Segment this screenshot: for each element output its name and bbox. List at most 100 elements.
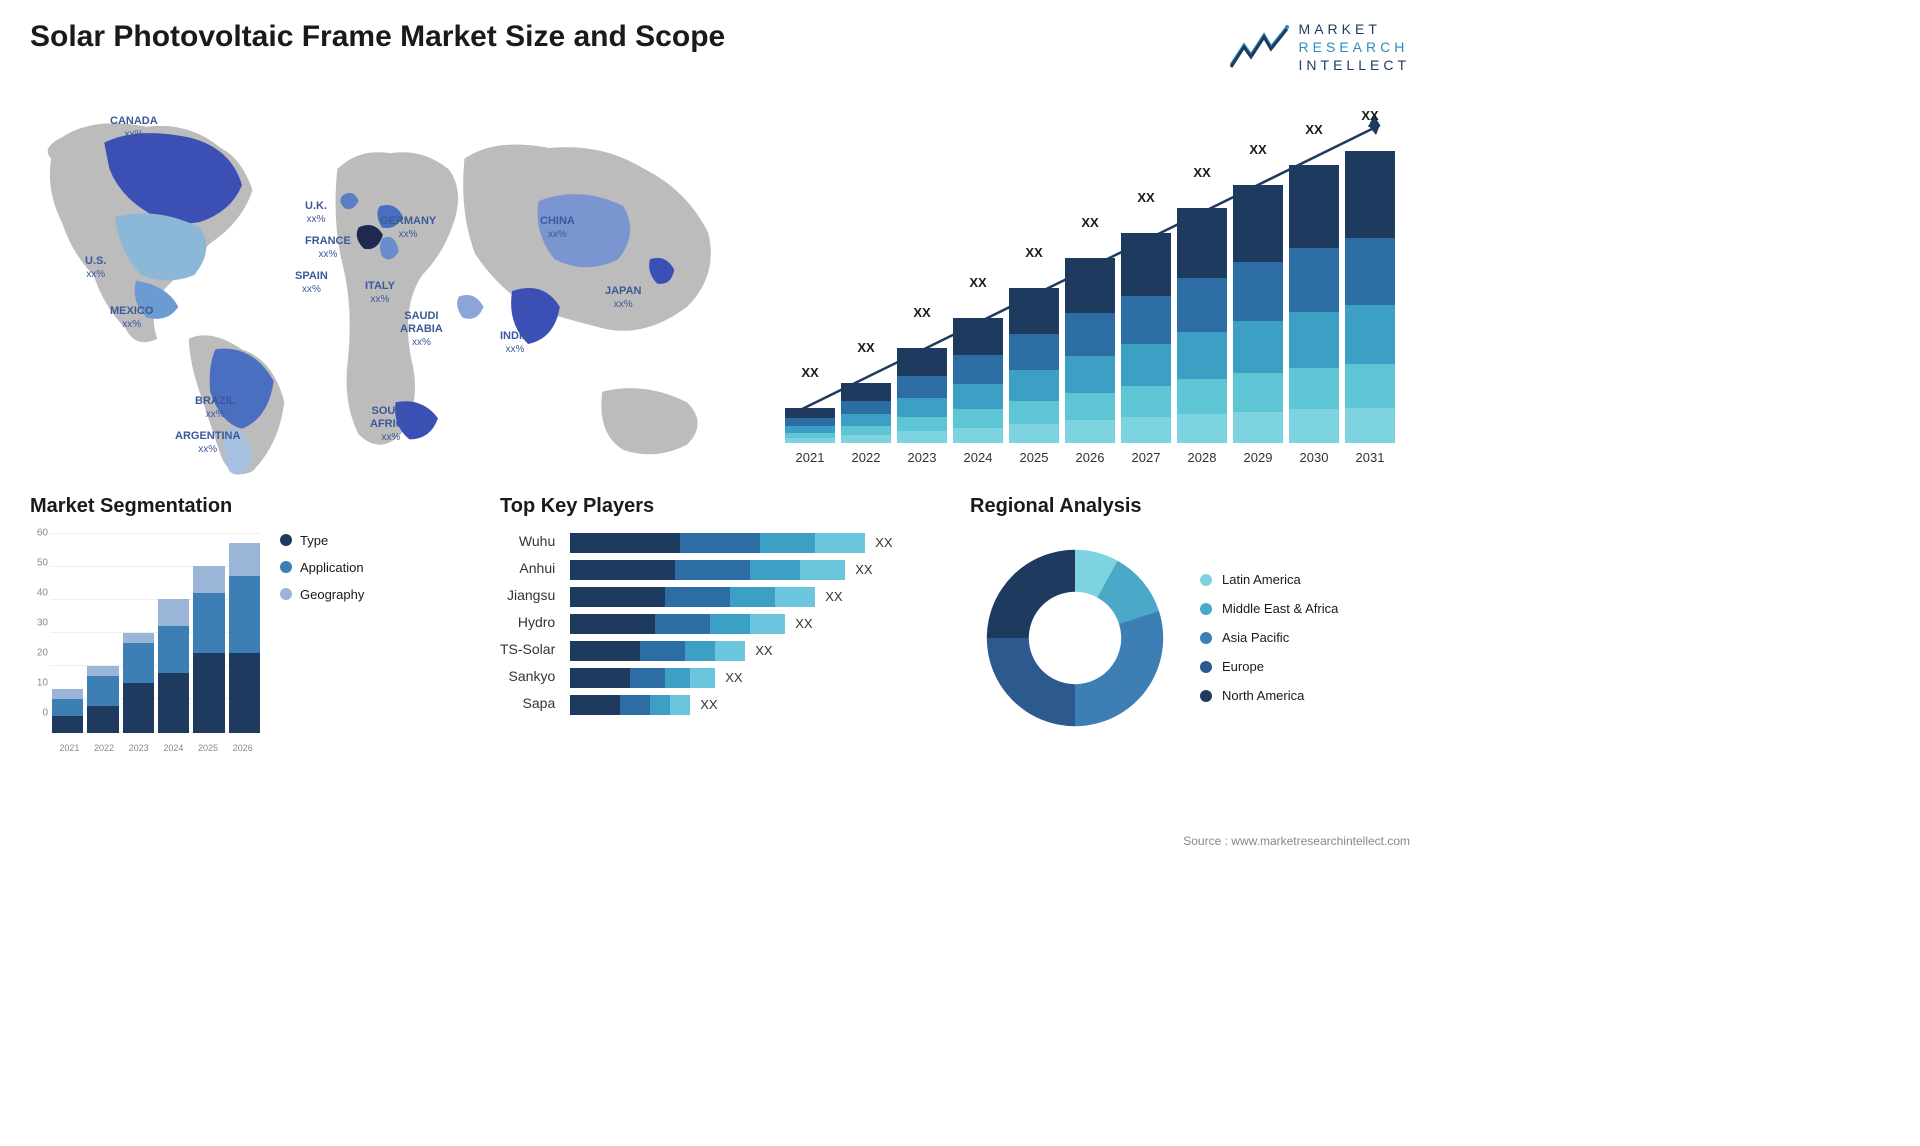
player-name: Wuhu xyxy=(500,533,555,553)
legend-item: Type xyxy=(280,533,364,548)
year-label: 2028 xyxy=(1177,450,1227,465)
logo-line1: MARKET xyxy=(1299,20,1410,38)
seg-year-label: 2022 xyxy=(87,743,122,753)
player-name: Jiangsu xyxy=(500,587,555,607)
year-label: 2022 xyxy=(841,450,891,465)
year-label: 2025 xyxy=(1009,450,1059,465)
player-name: Sapa xyxy=(500,695,555,715)
legend-item: Asia Pacific xyxy=(1200,630,1338,645)
legend-item: Latin America xyxy=(1200,572,1338,587)
bar-column: XX xyxy=(841,383,891,443)
seg-bar xyxy=(123,633,154,733)
map-label: ITALYxx% xyxy=(365,280,395,306)
player-row: XX xyxy=(570,668,940,688)
bar-value-label: XX xyxy=(1065,215,1115,230)
year-label: 2027 xyxy=(1121,450,1171,465)
year-label: 2031 xyxy=(1345,450,1395,465)
seg-year-label: 2025 xyxy=(191,743,226,753)
logo-line3: INTELLECT xyxy=(1299,56,1410,74)
bar-column: XX xyxy=(953,318,1003,443)
bar-column: XX xyxy=(1289,165,1339,443)
player-value: XX xyxy=(755,643,772,658)
map-label: CHINAxx% xyxy=(540,215,575,241)
player-name: Sankyo xyxy=(500,668,555,688)
regional-title: Regional Analysis xyxy=(970,495,1410,518)
player-name: Hydro xyxy=(500,614,555,634)
bar-column: XX xyxy=(785,408,835,443)
year-label: 2023 xyxy=(897,450,947,465)
seg-bar xyxy=(193,566,224,733)
player-row: XX xyxy=(570,587,940,607)
seg-bar xyxy=(87,666,118,733)
bar-value-label: XX xyxy=(1177,165,1227,180)
bar-column: XX xyxy=(1177,208,1227,443)
legend-item: Middle East & Africa xyxy=(1200,601,1338,616)
main-bar-chart: XXXXXXXXXXXXXXXXXXXXXX 20212022202320242… xyxy=(770,95,1410,465)
seg-bar xyxy=(229,543,260,733)
seg-bar xyxy=(52,689,83,732)
player-row: XX xyxy=(570,641,940,661)
player-value: XX xyxy=(700,697,717,712)
bar-value-label: XX xyxy=(1121,190,1171,205)
seg-year-label: 2021 xyxy=(52,743,87,753)
donut-slice xyxy=(987,549,1075,637)
year-label: 2021 xyxy=(785,450,835,465)
player-names: Wuhu Anhui Jiangsu Hydro TS-Solar Sankyo Sapa xyxy=(500,533,555,715)
player-name: Anhui xyxy=(500,560,555,580)
player-bars-chart: XXXXXXXXXXXXXX xyxy=(570,533,940,715)
map-label: MEXICOxx% xyxy=(110,305,153,331)
player-row: XX xyxy=(570,695,940,715)
map-label: JAPANxx% xyxy=(605,285,641,311)
map-label: U.K.xx% xyxy=(305,200,327,226)
player-value: XX xyxy=(875,535,892,550)
map-label: FRANCExx% xyxy=(305,235,351,261)
players-title: Top Key Players xyxy=(500,495,940,518)
donut-slice xyxy=(987,638,1075,726)
player-name: TS-Solar xyxy=(500,641,555,661)
bar-value-label: XX xyxy=(841,340,891,355)
bar-column: XX xyxy=(1009,288,1059,443)
donut-slice xyxy=(1075,610,1163,725)
player-value: XX xyxy=(855,562,872,577)
map-label: SPAINxx% xyxy=(295,270,328,296)
player-value: XX xyxy=(825,589,842,604)
player-value: XX xyxy=(795,616,812,631)
year-label: 2024 xyxy=(953,450,1003,465)
seg-year-label: 2023 xyxy=(121,743,156,753)
logo-icon xyxy=(1229,25,1289,70)
bar-column: XX xyxy=(1121,233,1171,443)
seg-bar xyxy=(158,599,189,732)
bar-column: XX xyxy=(1065,258,1115,443)
bar-column: XX xyxy=(897,348,947,443)
bar-value-label: XX xyxy=(1345,108,1395,123)
map-label: ARGENTINAxx% xyxy=(175,430,240,456)
bar-value-label: XX xyxy=(953,275,1003,290)
map-label: SOUTHAFRICAxx% xyxy=(370,405,412,445)
player-row: XX xyxy=(570,614,940,634)
brand-logo: MARKET RESEARCH INTELLECT xyxy=(1229,20,1410,75)
bar-column: XX xyxy=(1233,185,1283,443)
segmentation-title: Market Segmentation xyxy=(30,495,470,518)
segmentation-chart: 0102030405060 202120222023202420252026 xyxy=(30,533,260,753)
regional-panel: Regional Analysis Latin America Middle Ea… xyxy=(970,495,1410,753)
bar-column: XX xyxy=(1345,151,1395,443)
page-title: Solar Photovoltaic Frame Market Size and… xyxy=(30,20,725,54)
segmentation-legend: Type Application Geography xyxy=(280,533,364,753)
seg-year-label: 2026 xyxy=(225,743,260,753)
bar-value-label: XX xyxy=(1009,245,1059,260)
world-map: CANADAxx%U.S.xx%MEXICOxx%BRAZILxx%ARGENT… xyxy=(30,95,740,465)
map-label: INDIAxx% xyxy=(500,330,530,356)
legend-item: Application xyxy=(280,560,364,575)
legend-item: Geography xyxy=(280,587,364,602)
map-label: BRAZILxx% xyxy=(195,395,235,421)
map-label: CANADAxx% xyxy=(110,115,158,141)
bar-value-label: XX xyxy=(1289,122,1339,137)
player-row: XX xyxy=(570,560,940,580)
map-label: SAUDIARABIAxx% xyxy=(400,310,443,350)
players-panel: Top Key Players Wuhu Anhui Jiangsu Hydro TS-… xyxy=(500,495,940,753)
segmentation-panel: Market Segmentation 0102030405060 202120… xyxy=(30,495,470,753)
regional-donut xyxy=(970,533,1180,743)
legend-item: North America xyxy=(1200,688,1338,703)
bar-value-label: XX xyxy=(897,305,947,320)
logo-line2: RESEARCH xyxy=(1299,38,1410,56)
